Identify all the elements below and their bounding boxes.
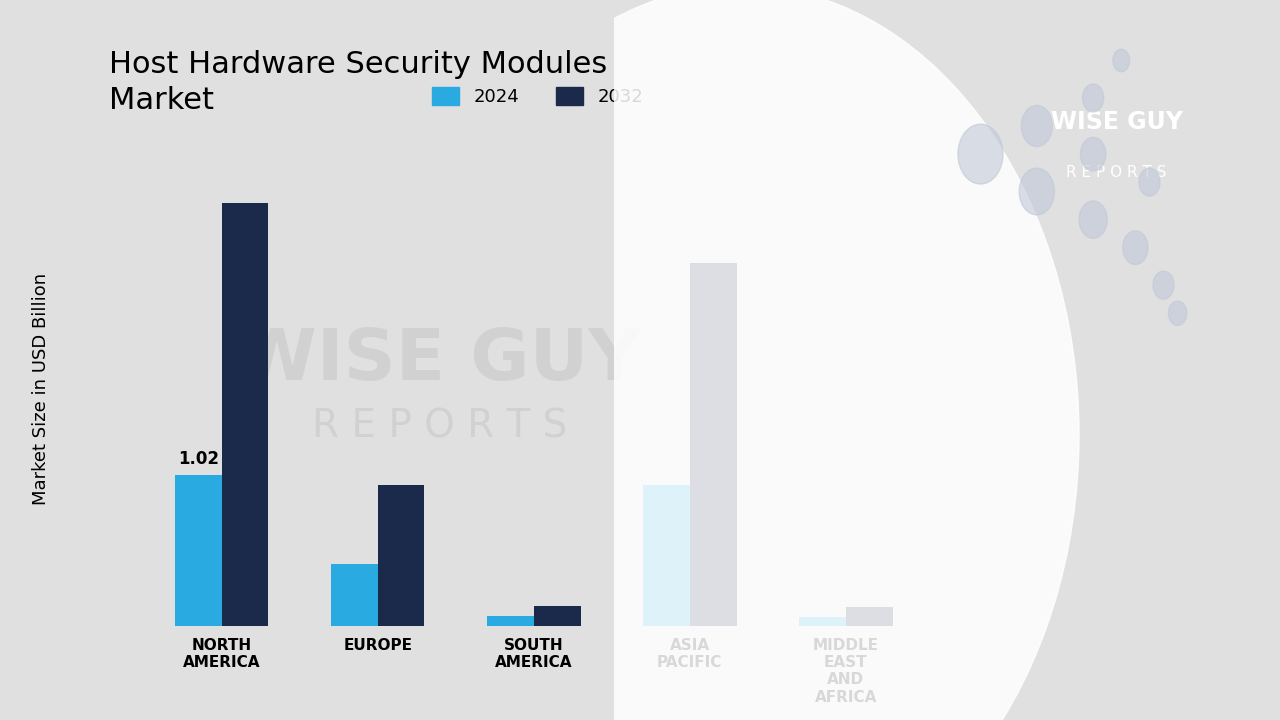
Circle shape <box>1153 271 1174 300</box>
Legend: 2024, 2032: 2024, 2032 <box>425 79 650 113</box>
Text: 1.02: 1.02 <box>178 449 219 467</box>
Bar <box>175 475 221 626</box>
Circle shape <box>1021 105 1052 147</box>
Bar <box>330 564 378 626</box>
Bar <box>846 607 892 626</box>
Circle shape <box>1123 231 1148 264</box>
Circle shape <box>1083 84 1103 112</box>
Bar <box>378 485 425 626</box>
Bar <box>534 606 581 626</box>
Text: WISE GUY: WISE GUY <box>1051 110 1183 135</box>
Bar <box>643 485 690 626</box>
Text: R E P O R T S: R E P O R T S <box>311 408 567 446</box>
Circle shape <box>1112 49 1130 72</box>
Circle shape <box>1139 168 1160 196</box>
Bar <box>690 263 736 626</box>
Bar <box>486 616 534 626</box>
Bar <box>221 203 269 626</box>
Bar <box>799 618 846 626</box>
Circle shape <box>1169 301 1187 325</box>
Circle shape <box>403 0 1079 720</box>
Text: Host Hardware Security Modules
Market: Host Hardware Security Modules Market <box>109 50 607 115</box>
Circle shape <box>1019 168 1055 215</box>
Circle shape <box>957 124 1004 184</box>
Circle shape <box>1079 201 1107 238</box>
Text: WISE GUY: WISE GUY <box>238 325 641 395</box>
Text: R E P O R T S: R E P O R T S <box>1066 166 1167 180</box>
Text: Market Size in USD Billion: Market Size in USD Billion <box>32 273 50 505</box>
Circle shape <box>1080 138 1106 171</box>
